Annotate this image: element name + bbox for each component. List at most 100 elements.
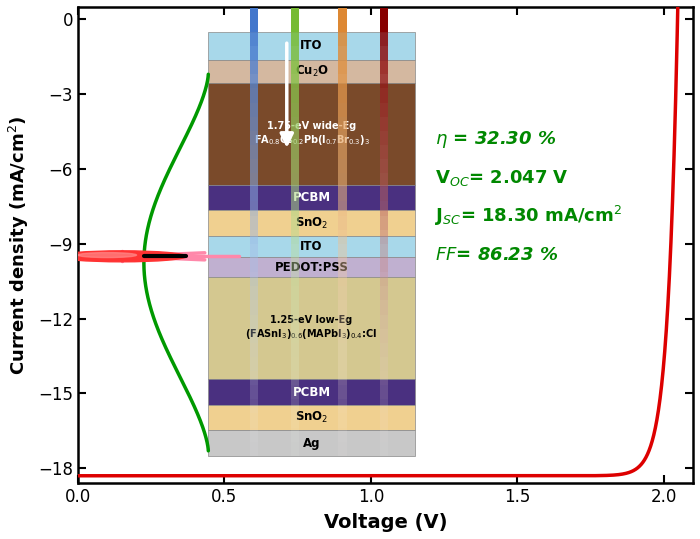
Bar	[379, 8, 388, 32]
Bar	[250, 272, 258, 286]
Bar	[338, 286, 346, 300]
Bar	[209, 210, 415, 236]
Bar	[209, 83, 415, 185]
Bar	[250, 413, 258, 427]
Text: PCBM: PCBM	[293, 385, 330, 399]
Bar	[379, 216, 388, 230]
Bar	[250, 244, 258, 258]
Bar	[250, 116, 258, 131]
Bar	[338, 173, 346, 188]
Bar	[209, 236, 415, 257]
X-axis label: Voltage (V): Voltage (V)	[324, 513, 447, 532]
Bar	[338, 427, 346, 441]
Bar	[379, 286, 388, 300]
Bar	[338, 202, 346, 216]
Bar	[338, 159, 346, 173]
Bar	[250, 131, 258, 145]
Bar	[250, 188, 258, 202]
Bar	[379, 230, 388, 244]
Text: SnO$_2$: SnO$_2$	[295, 216, 328, 231]
Text: ITO: ITO	[300, 240, 323, 253]
Bar	[291, 46, 299, 60]
Bar	[338, 145, 346, 159]
Bar	[291, 385, 299, 399]
Bar	[209, 32, 415, 60]
Bar	[379, 427, 388, 441]
Bar	[338, 131, 346, 145]
Bar	[338, 385, 346, 399]
Bar	[250, 385, 258, 399]
Bar	[338, 413, 346, 427]
Text: ITO: ITO	[300, 39, 323, 52]
Bar	[379, 32, 388, 46]
Bar	[250, 173, 258, 188]
Circle shape	[78, 253, 136, 258]
Text: SnO$_2$: SnO$_2$	[295, 410, 328, 425]
Bar	[209, 379, 415, 405]
Bar	[338, 357, 346, 371]
Bar	[291, 116, 299, 131]
Bar	[250, 329, 258, 343]
Bar	[379, 258, 388, 272]
Bar	[291, 343, 299, 357]
Bar	[250, 32, 258, 46]
Bar	[338, 116, 346, 131]
Bar	[379, 131, 388, 145]
Text: J$_{SC}$= 18.30 mA/cm$^2$: J$_{SC}$= 18.30 mA/cm$^2$	[435, 204, 622, 229]
Bar	[250, 371, 258, 385]
Bar	[338, 74, 346, 88]
Bar	[379, 441, 388, 456]
Bar	[338, 88, 346, 102]
Bar	[379, 371, 388, 385]
Bar	[291, 102, 299, 116]
Bar	[338, 314, 346, 329]
Bar	[379, 244, 388, 258]
Bar	[250, 314, 258, 329]
Bar	[338, 230, 346, 244]
Bar	[250, 258, 258, 272]
Text: $FF$= 86.23 %: $FF$= 86.23 %	[435, 246, 559, 264]
Bar	[379, 343, 388, 357]
Bar	[338, 60, 346, 74]
Bar	[379, 399, 388, 413]
Bar	[291, 357, 299, 371]
Bar	[209, 430, 415, 456]
Y-axis label: Current density (mA/cm$^2$): Current density (mA/cm$^2$)	[7, 115, 31, 375]
Bar	[209, 257, 415, 278]
Bar	[379, 188, 388, 202]
Bar	[379, 102, 388, 116]
Bar	[379, 173, 388, 188]
Bar	[291, 272, 299, 286]
Bar	[379, 74, 388, 88]
Bar	[291, 286, 299, 300]
Bar	[291, 441, 299, 456]
Text: V$_{OC}$= 2.047 V: V$_{OC}$= 2.047 V	[435, 168, 569, 188]
Bar	[338, 32, 346, 46]
Bar	[291, 202, 299, 216]
Bar	[250, 343, 258, 357]
Bar	[291, 8, 299, 32]
Bar	[291, 159, 299, 173]
Bar	[291, 314, 299, 329]
Text: 1.75-eV wide-Eg
FA$_{0.8}$Cs$_{0.2}$Pb(I$_{0.7}$Br$_{0.3}$)$_3$: 1.75-eV wide-Eg FA$_{0.8}$Cs$_{0.2}$Pb(I…	[253, 121, 370, 147]
Bar	[250, 230, 258, 244]
Bar	[250, 159, 258, 173]
Bar	[250, 60, 258, 74]
Bar	[291, 216, 299, 230]
Bar	[291, 413, 299, 427]
Bar	[291, 131, 299, 145]
Bar	[291, 300, 299, 314]
Bar	[250, 202, 258, 216]
Bar	[250, 300, 258, 314]
Bar	[338, 371, 346, 385]
Bar	[291, 173, 299, 188]
Bar	[291, 88, 299, 102]
Bar	[379, 145, 388, 159]
Bar	[379, 272, 388, 286]
Bar	[291, 399, 299, 413]
Text: Ag: Ag	[303, 437, 321, 450]
Bar	[250, 74, 258, 88]
Bar	[338, 216, 346, 230]
Bar	[291, 244, 299, 258]
Text: 1.25-eV low-Eg
(FASnI$_3$)$_{0.6}$(MAPbI$_3$)$_{0.4}$:Cl: 1.25-eV low-Eg (FASnI$_3$)$_{0.6}$(MAPbI…	[246, 315, 378, 341]
